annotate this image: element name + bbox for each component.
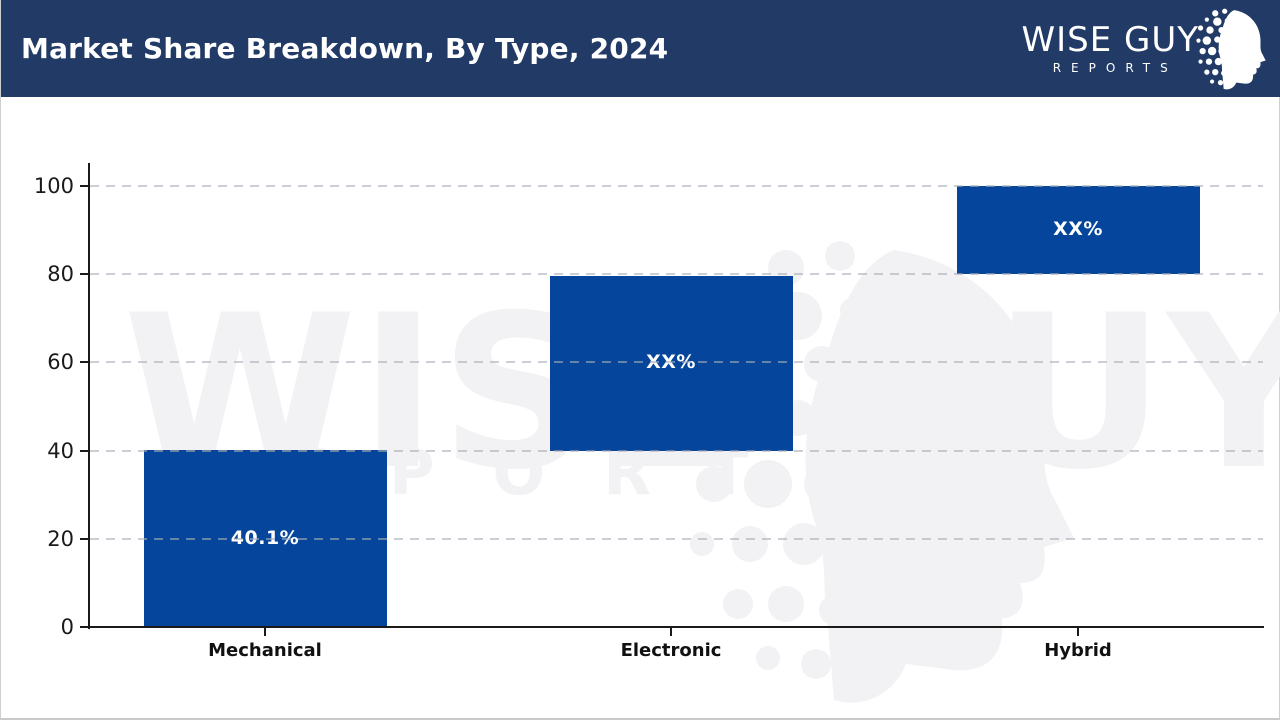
page-title: Market Share Breakdown, By Type, 2024: [21, 32, 669, 65]
bar-hybrid: XX%: [956, 186, 1200, 275]
logo-wordmark: WISE GUY: [1021, 20, 1199, 61]
bar-value-label: XX%: [646, 351, 696, 374]
header-bar: Market Share Breakdown, By Type, 2024 WI…: [1, 0, 1280, 97]
bar-value-label: XX%: [1053, 218, 1103, 241]
logo-text: WISE GUY REPORTS: [1021, 20, 1199, 75]
bar-electronic: XX%: [549, 276, 793, 451]
logo-subtitle: REPORTS: [1052, 60, 1178, 75]
bar-value-label: 40.1%: [230, 526, 300, 549]
wise-guy-logo: WISE GUY REPORTS: [1021, 4, 1269, 94]
head-profile-icon: [1196, 8, 1266, 90]
bar-mechanical: 40.1%: [143, 450, 387, 627]
